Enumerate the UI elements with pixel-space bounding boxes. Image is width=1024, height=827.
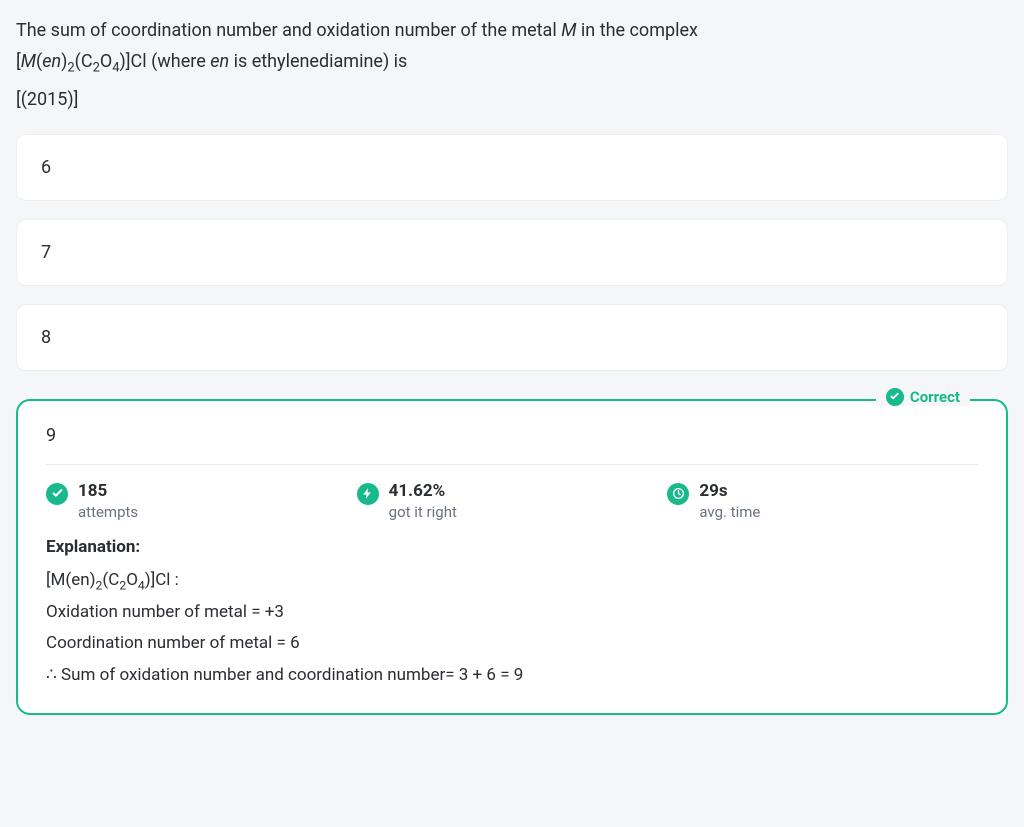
f-c: C [81, 51, 93, 72]
q-prefix: The sum of coordination number and oxida… [16, 20, 561, 41]
f-en2: en [210, 51, 229, 72]
option-a[interactable]: 6 [16, 134, 1008, 201]
f-m: M [21, 51, 36, 72]
f-en: en [42, 51, 61, 72]
stat-time-value: 29s [699, 481, 760, 501]
correct-badge: Correct [876, 388, 970, 406]
e-o: O [126, 570, 138, 590]
option-a-label: 6 [41, 157, 51, 178]
stat-time: 29s avg. time [667, 481, 978, 521]
clock-icon [667, 483, 689, 505]
question-text: The sum of coordination number and oxida… [16, 16, 1008, 116]
question-formula: [M(en)2(C2O4)]Cl (where en is ethylenedi… [16, 51, 407, 72]
correct-badge-label: Correct [910, 388, 960, 406]
f-sub1: 2 [67, 60, 74, 75]
f-sub2a: 2 [93, 60, 100, 75]
stats-row: 185 attempts 41.62% got it right 29s avg… [46, 481, 978, 521]
f-o: O [100, 51, 112, 72]
stat-pct: 41.62% got it right [357, 481, 668, 521]
e-c: C [108, 570, 119, 590]
divider [46, 464, 978, 465]
stat-attempts-label: attempts [78, 503, 138, 521]
question-year: [(2015)] [16, 85, 1008, 116]
bolt-icon [357, 483, 379, 505]
stat-time-label: avg. time [699, 503, 760, 521]
stat-attempts-value: 185 [78, 481, 138, 501]
explanation-heading: Explanation: [46, 537, 978, 557]
option-b[interactable]: 7 [16, 219, 1008, 286]
explanation-formula: [M(en)2(C2O4)]Cl : [46, 565, 978, 597]
option-d-label: 9 [46, 425, 978, 446]
stat-pct-label: got it right [389, 503, 457, 521]
explanation-line-3: Coordination number of metal = 6 [46, 628, 978, 659]
q-suffix: in the complex [576, 20, 698, 41]
e-m: M [51, 570, 66, 590]
e-en: en [71, 570, 89, 590]
option-c-label: 8 [41, 327, 51, 348]
check-icon [46, 483, 68, 505]
q-metal: M [561, 20, 576, 41]
stat-attempts: 185 attempts [46, 481, 357, 521]
e-s3: 4 [138, 578, 145, 592]
explanation-line-2: Oxidation number of metal = +3 [46, 597, 978, 628]
option-d-correct[interactable]: Correct 9 185 attempts 41.62% got it rig… [16, 399, 1008, 715]
explanation-line-4: ∴ Sum of oxidation number and coordinati… [46, 660, 978, 691]
option-b-label: 7 [41, 242, 51, 263]
question-line1: The sum of coordination number and oxida… [16, 20, 698, 41]
option-c[interactable]: 8 [16, 304, 1008, 371]
f-close2: )]Cl (where [120, 51, 211, 72]
e-tail: )]Cl : [145, 570, 179, 590]
f-tail: is ethylenediamine) is [229, 51, 407, 72]
stat-pct-value: 41.62% [389, 481, 457, 501]
check-icon [886, 388, 904, 406]
f-sub2b: 4 [112, 60, 119, 75]
